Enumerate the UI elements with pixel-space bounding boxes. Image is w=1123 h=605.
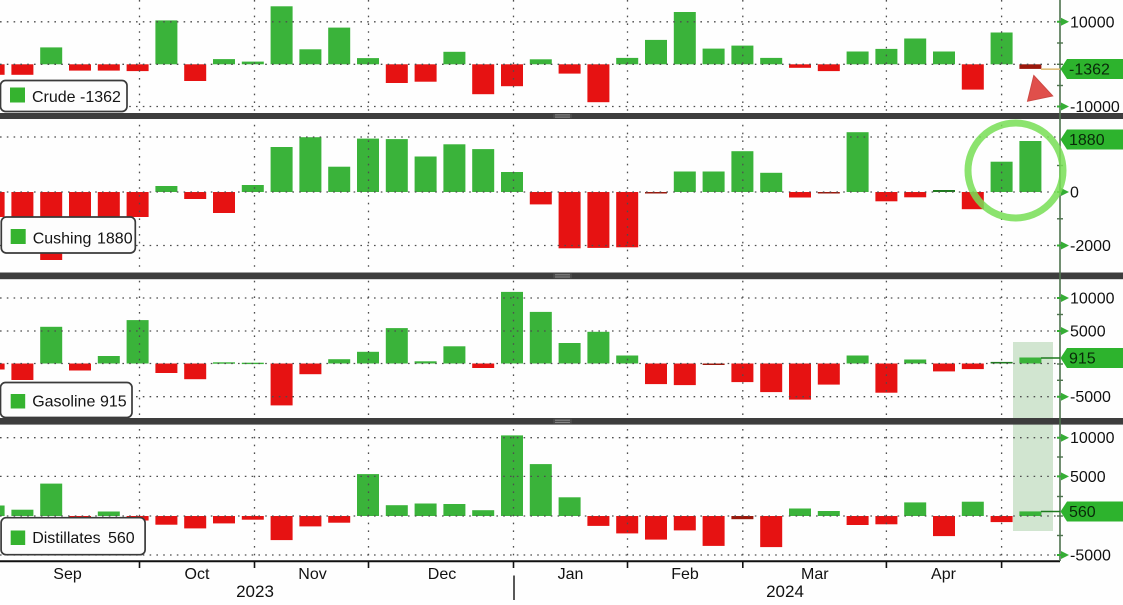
svg-text:10000: 10000: [1070, 14, 1115, 31]
svg-text:Dec: Dec: [428, 566, 456, 583]
svg-text:560: 560: [108, 530, 135, 547]
svg-text:10000: 10000: [1070, 430, 1115, 447]
svg-text:Feb: Feb: [671, 566, 699, 583]
svg-text:5000: 5000: [1070, 324, 1106, 341]
svg-text:Sep: Sep: [53, 566, 82, 583]
svg-text:-2000: -2000: [1070, 238, 1111, 255]
svg-text:Cushing: Cushing: [33, 231, 92, 248]
svg-text:Oct: Oct: [185, 566, 210, 583]
svg-text:2024: 2024: [766, 582, 804, 600]
svg-text:-5000: -5000: [1070, 548, 1111, 565]
svg-text:1880: 1880: [1069, 132, 1105, 149]
svg-text:2023: 2023: [236, 582, 274, 600]
svg-text:Gasoline: Gasoline: [32, 394, 95, 411]
svg-text:-5000: -5000: [1070, 389, 1111, 406]
svg-text:10000: 10000: [1070, 291, 1115, 308]
svg-text:1880: 1880: [97, 231, 133, 248]
svg-text:5000: 5000: [1070, 469, 1106, 486]
svg-text:560: 560: [1069, 504, 1096, 521]
svg-text:Distillates: Distillates: [32, 530, 100, 547]
svg-text:Mar: Mar: [801, 566, 829, 583]
svg-text:-1362: -1362: [1069, 62, 1110, 79]
svg-text:-1362: -1362: [80, 89, 121, 106]
svg-text:Apr: Apr: [931, 566, 957, 583]
svg-text:915: 915: [1069, 351, 1096, 368]
svg-text:0: 0: [1070, 185, 1079, 202]
svg-text:915: 915: [100, 394, 127, 411]
svg-text:Nov: Nov: [298, 566, 326, 583]
svg-text:Crude: Crude: [32, 89, 76, 106]
svg-text:Jan: Jan: [558, 566, 584, 583]
svg-text:-10000: -10000: [1070, 99, 1120, 116]
